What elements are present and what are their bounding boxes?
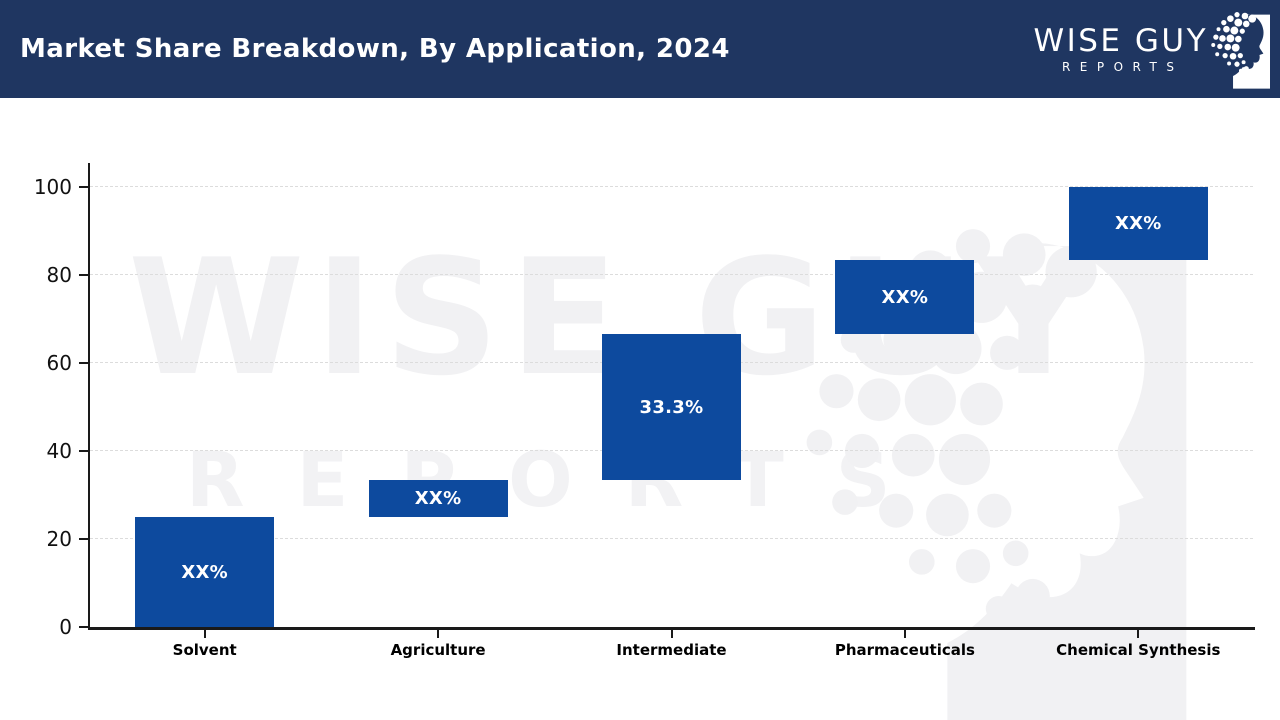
x-axis-category-label: Pharmaceuticals (834, 641, 975, 659)
logo-head-icon (1211, 12, 1270, 89)
gridline-y80 (90, 274, 1253, 275)
bar-pharmaceuticals: XX% (835, 260, 975, 334)
y-axis-tick-label: 100 (33, 175, 72, 199)
y-axis-tick-label: 40 (46, 439, 72, 463)
y-axis-tick (79, 186, 88, 188)
x-axis-line (88, 627, 1255, 630)
y-axis-line (88, 163, 90, 629)
wise-guy-reports-logo: WISE GUY REPORTS (1033, 7, 1280, 91)
header-band: Market Share Breakdown, By Application, … (0, 0, 1280, 98)
bar-value-label: 33.3% (639, 396, 704, 418)
y-axis-tick-label: 60 (46, 351, 72, 375)
x-axis-category-label: Chemical Synthesis (1056, 641, 1221, 659)
y-axis-tick (79, 626, 88, 628)
page-title: Market Share Breakdown, By Application, … (20, 34, 730, 64)
logo-wiseguy-text: WISE GUY (1033, 22, 1208, 59)
bar-solvent: XX% (135, 517, 275, 627)
x-axis-category-label: Agriculture (390, 641, 486, 659)
bar-agriculture: XX% (368, 480, 508, 517)
x-axis-tick (203, 629, 206, 638)
y-axis-tick (79, 538, 88, 540)
x-axis-tick (903, 629, 906, 638)
y-axis-tick (79, 274, 88, 276)
y-axis-tick-label: 80 (46, 263, 72, 287)
x-axis-tick (1137, 629, 1140, 638)
y-axis-tick (79, 362, 88, 364)
bar-value-label: XX% (181, 561, 229, 583)
bar-value-label: XX% (881, 286, 929, 308)
bar-value-label: XX% (1114, 213, 1162, 235)
x-axis-category-label: Intermediate (616, 641, 727, 659)
bar-value-label: XX% (414, 488, 462, 510)
x-axis-tick (670, 629, 673, 638)
bar-intermediate: 33.3% (602, 333, 741, 481)
y-axis-tick-label: 20 (46, 527, 72, 551)
logo-reports-text: REPORTS (1061, 59, 1184, 74)
y-axis-tick-label: 0 (59, 615, 72, 639)
x-axis-category-label: Solvent (172, 641, 237, 659)
bar-chemical-synthesis: XX% (1068, 187, 1208, 261)
gridline-y20 (90, 538, 1253, 539)
gridline-y100 (90, 186, 1253, 187)
chart-plot-area: 0 20 40 60 80 100 XX% Solvent XX% Agriculture 33.3… (34, 163, 1255, 659)
y-axis-tick (79, 450, 88, 452)
x-axis-tick (437, 629, 440, 638)
